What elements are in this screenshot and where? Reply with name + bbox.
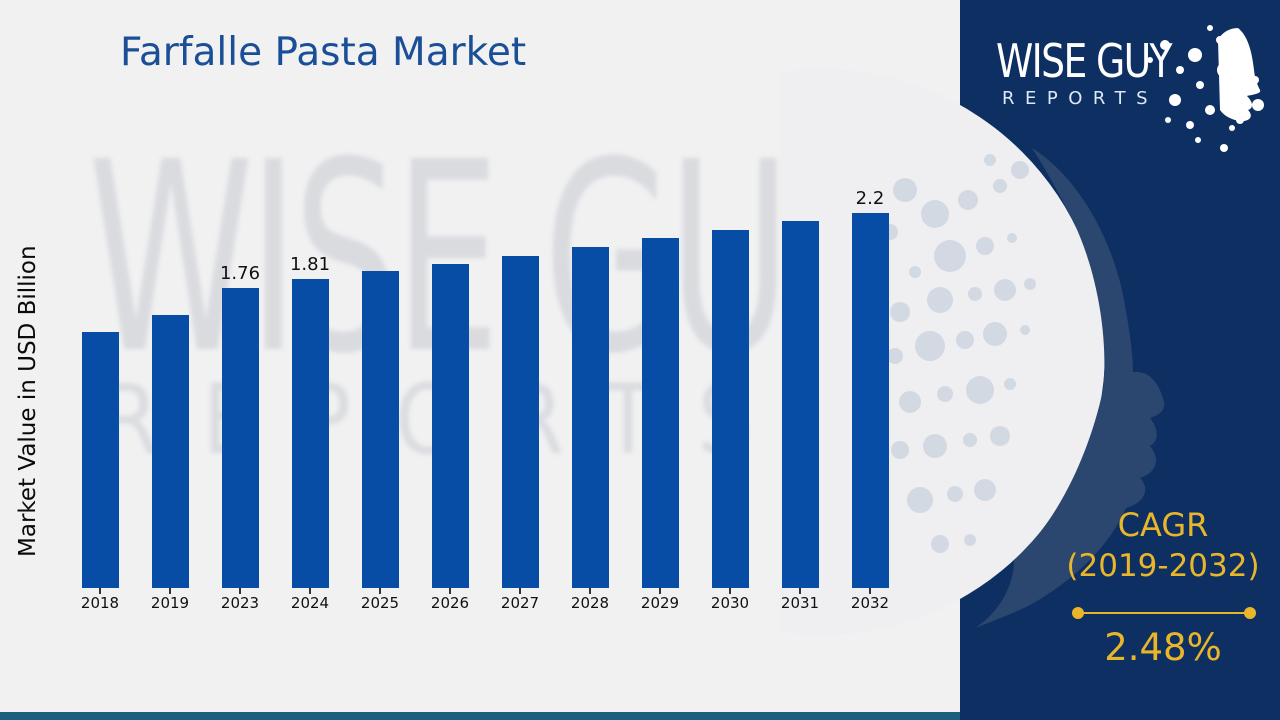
x-tick-label: 2023 bbox=[220, 594, 260, 612]
x-tick-label: 2026 bbox=[430, 594, 470, 612]
x-tick-label: 2031 bbox=[780, 594, 820, 612]
x-tick-label: 2019 bbox=[150, 594, 190, 612]
bar-column-2026 bbox=[415, 239, 485, 588]
x-tick bbox=[135, 588, 205, 594]
bar-2018 bbox=[81, 332, 119, 588]
bar-column-2032: 2.2 bbox=[835, 188, 905, 588]
gray-dot-pattern bbox=[882, 154, 1036, 553]
bar-2029 bbox=[641, 238, 679, 588]
bar-2026 bbox=[431, 264, 469, 588]
bar-column-2029 bbox=[625, 213, 695, 588]
bar-2028 bbox=[571, 247, 609, 588]
cagr-line-left-dot bbox=[1072, 607, 1084, 619]
bar-column-2018 bbox=[65, 307, 135, 588]
logo-wiseguy-text: WISE GUY bbox=[996, 34, 1173, 88]
bar-column-2031 bbox=[765, 196, 835, 588]
x-tick-label: 2027 bbox=[500, 594, 540, 612]
bar-2032 bbox=[851, 213, 889, 588]
x-tick-label: 2018 bbox=[80, 594, 120, 612]
bar-column-2024: 1.81 bbox=[275, 254, 345, 588]
x-tick bbox=[695, 588, 765, 594]
x-tick bbox=[275, 588, 345, 594]
cagr-label: CAGR bbox=[1117, 506, 1209, 544]
x-tick bbox=[485, 588, 555, 594]
bar-2025 bbox=[361, 271, 399, 588]
x-tick bbox=[415, 588, 485, 594]
cagr-divider-line bbox=[1072, 607, 1256, 619]
x-tick-label: 2025 bbox=[360, 594, 400, 612]
logo-face-icon bbox=[1218, 28, 1261, 122]
x-tick bbox=[555, 588, 625, 594]
bar-2024 bbox=[291, 279, 329, 588]
bar-2030 bbox=[711, 230, 749, 588]
x-axis-labels: 2018 2019 2023 2024 2025 2026 2027 2028 2029 2030… bbox=[65, 594, 905, 612]
bar-value-label: 1.81 bbox=[289, 254, 331, 275]
bar-value-label: 2.2 bbox=[855, 188, 885, 209]
cagr-value: 2.48% bbox=[1104, 626, 1222, 669]
x-tick-label: 2029 bbox=[640, 594, 680, 612]
bar-column-2019 bbox=[135, 290, 205, 588]
x-tick-label: 2028 bbox=[570, 594, 610, 612]
cagr-line-right-dot bbox=[1244, 607, 1256, 619]
bar-2023 bbox=[221, 288, 259, 588]
x-tick bbox=[205, 588, 275, 594]
bar-column-2025 bbox=[345, 246, 415, 588]
page-title: Farfalle Pasta Market bbox=[120, 30, 527, 75]
bar-column-2028 bbox=[555, 222, 625, 588]
bar-chart: 1.76 1.81 2.2 bbox=[65, 150, 905, 588]
x-tick-label: 2030 bbox=[710, 594, 750, 612]
y-axis-label: Market Value in USD Billion bbox=[15, 245, 41, 557]
logo-reports-text: REPORTS bbox=[1002, 88, 1159, 109]
x-tick-label: 2032 bbox=[850, 594, 890, 612]
bar-column-2030 bbox=[695, 205, 765, 588]
cagr-range: (2019-2032) bbox=[1066, 548, 1260, 584]
bar-2031 bbox=[781, 221, 819, 588]
x-tick bbox=[65, 588, 135, 594]
x-tick bbox=[345, 588, 415, 594]
bar-column-2023: 1.76 bbox=[205, 263, 275, 588]
bar-2019 bbox=[151, 315, 189, 588]
bar-column-2027 bbox=[485, 231, 555, 588]
bottom-accent-stripe bbox=[0, 712, 1280, 720]
x-tick-label: 2024 bbox=[290, 594, 330, 612]
bar-value-label: 1.76 bbox=[219, 263, 261, 284]
x-tick bbox=[625, 588, 695, 594]
bar-2027 bbox=[501, 256, 539, 588]
